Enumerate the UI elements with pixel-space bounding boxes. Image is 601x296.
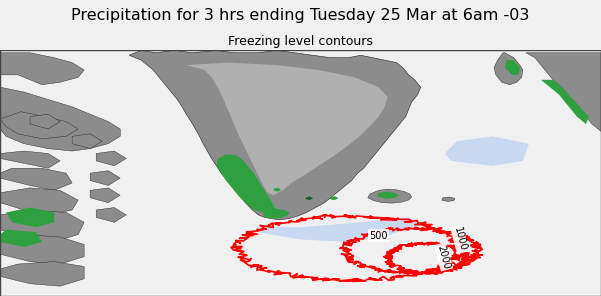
Polygon shape xyxy=(90,171,120,185)
Polygon shape xyxy=(6,207,54,227)
Polygon shape xyxy=(0,262,84,286)
Polygon shape xyxy=(0,230,42,247)
Polygon shape xyxy=(263,209,290,219)
Polygon shape xyxy=(305,197,313,200)
Polygon shape xyxy=(368,189,412,203)
Polygon shape xyxy=(258,217,421,242)
Polygon shape xyxy=(541,80,589,124)
Polygon shape xyxy=(494,53,523,85)
Polygon shape xyxy=(0,151,60,168)
Text: Freezing level contours: Freezing level contours xyxy=(228,35,373,48)
Polygon shape xyxy=(72,134,102,149)
Text: 500: 500 xyxy=(370,231,388,241)
Polygon shape xyxy=(0,112,78,139)
Polygon shape xyxy=(0,168,72,190)
Text: Precipitation for 3 hrs ending Tuesday 25 Mar at 6am -03: Precipitation for 3 hrs ending Tuesday 2… xyxy=(72,8,529,22)
Text: 2000: 2000 xyxy=(436,244,451,270)
Polygon shape xyxy=(442,197,455,201)
Polygon shape xyxy=(526,53,601,131)
Polygon shape xyxy=(273,188,281,192)
Polygon shape xyxy=(0,234,84,264)
Polygon shape xyxy=(0,188,78,215)
Polygon shape xyxy=(90,188,120,203)
Polygon shape xyxy=(96,207,126,222)
Polygon shape xyxy=(329,196,338,200)
Polygon shape xyxy=(0,87,120,151)
Polygon shape xyxy=(0,210,84,242)
Polygon shape xyxy=(30,114,60,129)
Polygon shape xyxy=(0,53,84,85)
Polygon shape xyxy=(445,136,529,166)
Polygon shape xyxy=(505,60,520,75)
Text: 1000: 1000 xyxy=(452,226,468,252)
Polygon shape xyxy=(129,50,421,220)
Polygon shape xyxy=(216,155,276,213)
Polygon shape xyxy=(377,192,399,199)
Polygon shape xyxy=(186,63,388,195)
Polygon shape xyxy=(96,151,126,166)
